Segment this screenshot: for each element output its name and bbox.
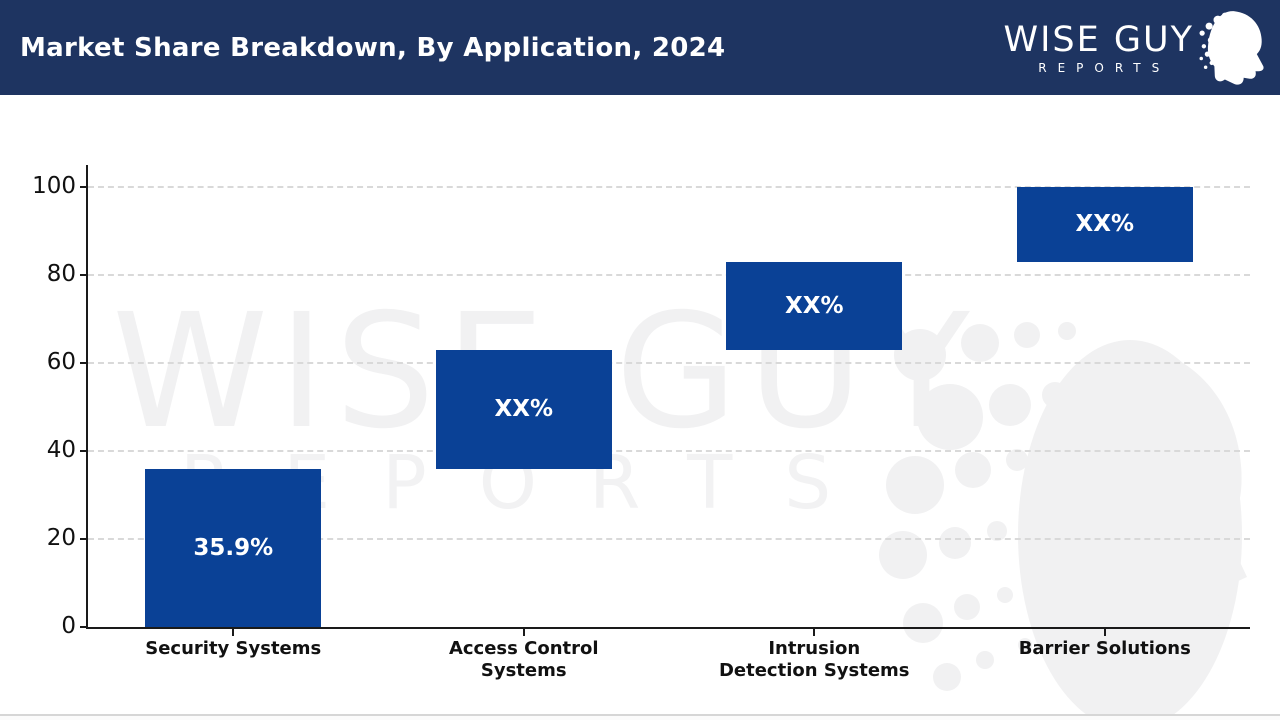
- x-tick-mark-barrier-solutions: [1103, 629, 1106, 636]
- y-tick-label-0: 0: [61, 613, 76, 639]
- x-category-label-line: Barrier Solutions: [1018, 638, 1191, 659]
- face-profile-icon: [1199, 11, 1264, 85]
- x-tick-mark-intrusion-detection-systems: [813, 629, 816, 636]
- x-category-label-barrier-solutions: Barrier Solutions: [975, 638, 1235, 660]
- y-tick-mark-0: [80, 626, 86, 628]
- gridline-80: [88, 274, 1250, 276]
- gridline-60: [88, 362, 1250, 364]
- footer-strip: [0, 716, 1280, 720]
- bar-intrusion-detection-systems: XX%: [726, 261, 903, 350]
- y-tick-label-80: 80: [46, 261, 76, 287]
- gridline-40: [88, 450, 1250, 452]
- x-tick-mark-security-systems: [232, 629, 235, 636]
- bar-barrier-solutions: XX%: [1016, 187, 1193, 262]
- y-tick-mark-80: [80, 274, 86, 276]
- footer-divider: [0, 714, 1280, 716]
- y-tick-mark-20: [80, 538, 86, 540]
- x-category-label-access-control-systems: Access Control Systems: [394, 638, 654, 682]
- bar-value-label: XX%: [784, 292, 844, 319]
- y-axis: [86, 165, 88, 629]
- y-tick-label-60: 60: [46, 349, 76, 375]
- bar-value-label: 35.9%: [193, 535, 274, 561]
- x-axis: [86, 627, 1250, 629]
- bar-security-systems: 35.9%: [145, 469, 322, 627]
- y-tick-mark-60: [80, 362, 86, 364]
- x-category-label-security-systems: Security Systems: [103, 638, 363, 660]
- bar-value-label: XX%: [1075, 211, 1134, 238]
- x-category-label-line: Access Control: [448, 638, 599, 659]
- x-category-label-line: Systems: [480, 660, 567, 681]
- y-tick-label-20: 20: [46, 525, 76, 551]
- gridline-20: [88, 538, 1250, 540]
- header-bar: Market Share Breakdown, By Application, …: [0, 0, 1280, 95]
- logo-text: WISE GUY REPORTS: [1003, 21, 1194, 75]
- wiseguy-logo: WISE GUY REPORTS: [1003, 6, 1266, 90]
- x-category-label-intrusion-detection-systems: Intrusion Detection Systems: [684, 638, 944, 682]
- y-tick-mark-40: [80, 450, 86, 452]
- bar-value-label: XX%: [494, 396, 553, 423]
- logo-wordmark: WISE GUY: [1003, 20, 1194, 60]
- y-tick-label-100: 100: [32, 173, 76, 199]
- x-category-label-line: Detection Systems: [718, 660, 910, 681]
- chart-title: Market Share Breakdown, By Application, …: [20, 32, 726, 63]
- x-category-label-line: Security Systems: [145, 638, 322, 659]
- x-category-label-line: Intrusion: [768, 638, 861, 659]
- gridline-100: [88, 186, 1250, 188]
- logo-subtext: REPORTS: [1038, 61, 1171, 75]
- y-tick-mark-100: [80, 186, 86, 188]
- x-tick-mark-access-control-systems: [522, 629, 525, 636]
- y-tick-label-40: 40: [46, 437, 76, 463]
- bar-access-control-systems: XX%: [435, 349, 612, 470]
